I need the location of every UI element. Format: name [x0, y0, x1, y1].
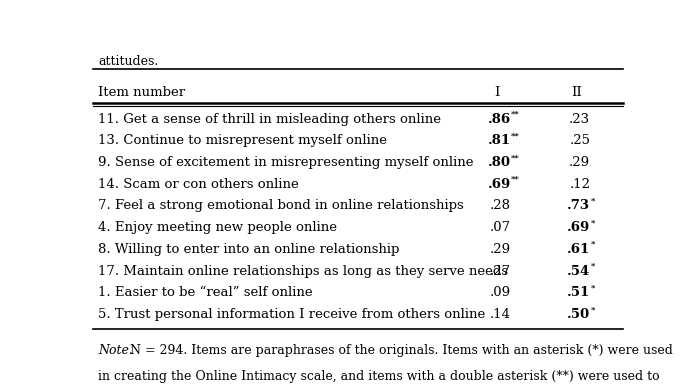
Text: 7. Feel a strong emotional bond in online relationships: 7. Feel a strong emotional bond in onlin… — [98, 200, 463, 212]
Text: .27: .27 — [490, 264, 511, 278]
Text: **: ** — [511, 153, 519, 161]
Text: **: ** — [511, 110, 519, 118]
Text: .28: .28 — [490, 200, 511, 212]
Text: 9. Sense of excitement in misrepresenting myself online: 9. Sense of excitement in misrepresentin… — [98, 156, 473, 169]
Text: *: * — [591, 240, 595, 248]
Text: 11. Get a sense of thrill in misleading others online: 11. Get a sense of thrill in misleading … — [98, 113, 441, 125]
Text: .29: .29 — [569, 156, 591, 169]
Text: .81: .81 — [488, 134, 511, 147]
Text: .61: .61 — [567, 243, 591, 256]
Text: .86: .86 — [488, 113, 511, 125]
Text: .54: .54 — [567, 264, 591, 278]
Text: **: ** — [511, 132, 519, 139]
Text: .69: .69 — [567, 221, 591, 234]
Text: attitudes.: attitudes. — [98, 55, 158, 68]
Text: 14. Scam or con others online: 14. Scam or con others online — [98, 178, 299, 191]
Text: Item number: Item number — [98, 86, 185, 99]
Text: 17. Maintain online relationships as long as they serve needs: 17. Maintain online relationships as lon… — [98, 264, 508, 278]
Text: .09: .09 — [490, 286, 511, 299]
Text: *: * — [591, 283, 595, 291]
Text: .73: .73 — [567, 200, 591, 212]
Text: .69: .69 — [488, 178, 511, 191]
Text: .25: .25 — [570, 134, 591, 147]
Text: **: ** — [511, 175, 519, 183]
Text: 5. Trust personal information I receive from others online: 5. Trust personal information I receive … — [98, 308, 485, 321]
Text: I: I — [495, 86, 500, 99]
Text: II: II — [572, 86, 582, 99]
Text: in creating the Online Intimacy scale, and items with a double asterisk (**) wer: in creating the Online Intimacy scale, a… — [98, 370, 660, 383]
Text: 1. Easier to be “real” self online: 1. Easier to be “real” self online — [98, 286, 313, 299]
Text: .23: .23 — [569, 113, 591, 125]
Text: *: * — [591, 218, 595, 226]
Text: 4. Enjoy meeting new people online: 4. Enjoy meeting new people online — [98, 221, 337, 234]
Text: .51: .51 — [567, 286, 591, 299]
Text: 8. Willing to enter into an online relationship: 8. Willing to enter into an online relat… — [98, 243, 399, 256]
Text: N = 294. Items are paraphrases of the originals. Items with an asterisk (*) were: N = 294. Items are paraphrases of the or… — [126, 344, 673, 357]
Text: .14: .14 — [490, 308, 511, 321]
Text: *: * — [591, 305, 595, 313]
Text: 13. Continue to misrepresent myself online: 13. Continue to misrepresent myself onli… — [98, 134, 387, 147]
Text: *: * — [591, 196, 595, 205]
Text: .07: .07 — [490, 221, 511, 234]
Text: *: * — [591, 262, 595, 270]
Text: .80: .80 — [488, 156, 511, 169]
Text: Note.: Note. — [98, 344, 133, 357]
Text: .29: .29 — [490, 243, 511, 256]
Text: .50: .50 — [567, 308, 591, 321]
Text: .12: .12 — [570, 178, 591, 191]
